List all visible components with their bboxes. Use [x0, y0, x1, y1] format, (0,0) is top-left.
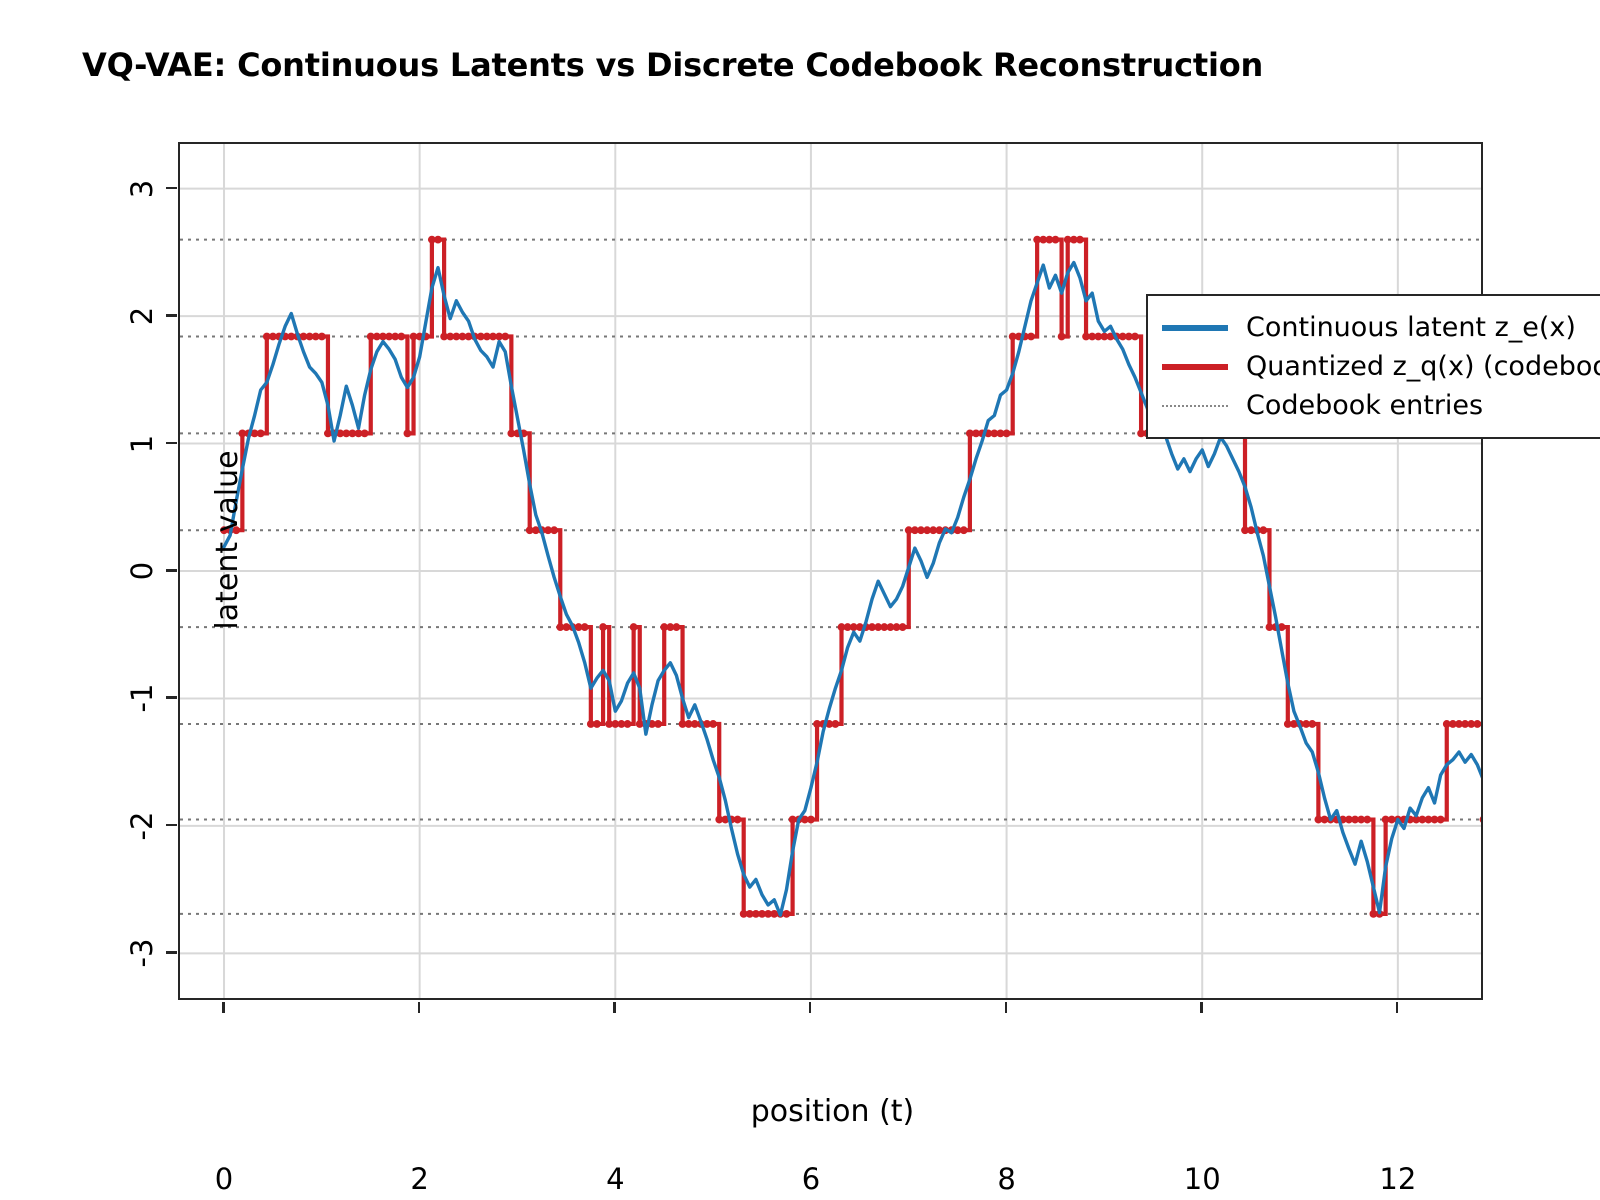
y-tick--1: -1 — [125, 684, 159, 713]
y-tickmark — [166, 696, 177, 699]
legend-item-codebook: Codebook entries — [1162, 386, 1600, 425]
legend-label-continuous: Continuous latent z_e(x) — [1246, 312, 1576, 343]
y-tickmark — [166, 441, 177, 445]
x-tick-4: 4 — [606, 1162, 625, 1196]
y-tick-2: 2 — [125, 306, 159, 326]
x-tickmark — [222, 1002, 225, 1013]
grid-lines — [180, 144, 1481, 998]
x-tick-0: 0 — [214, 1162, 234, 1196]
x-tickmark — [808, 1002, 812, 1013]
y-tick-3: 3 — [125, 179, 159, 198]
x-tick-6: 6 — [801, 1162, 821, 1196]
x-tickmark — [1200, 1002, 1203, 1013]
legend-swatch-dotted-gray-icon — [1162, 397, 1228, 415]
x-tickmark — [1395, 1002, 1399, 1013]
y-tick-0: 0 — [125, 561, 159, 581]
x-tick-12: 12 — [1379, 1162, 1417, 1196]
legend-label-quantized: Quantized z_q(x) (codebook) — [1246, 351, 1600, 382]
legend-item-continuous: Continuous latent z_e(x) — [1162, 308, 1600, 347]
y-tickmark — [166, 951, 177, 954]
x-tick-2: 2 — [410, 1162, 429, 1196]
y-tickmark — [166, 186, 177, 190]
y-tickmark — [166, 569, 177, 572]
chart-legend: Continuous latent z_e(x) Quantized z_q(x… — [1146, 294, 1600, 439]
x-axis-label: position (t) — [750, 1094, 915, 1129]
x-tickmark — [1004, 1002, 1008, 1013]
legend-label-codebook: Codebook entries — [1246, 390, 1484, 421]
plot-area: position (t) latent value 0 2 4 6 8 10 12 -3 -2… — [125, 142, 1600, 1196]
legend-item-quantized: Quantized z_q(x) (codebook) — [1162, 347, 1600, 386]
y-tick--2: -2 — [125, 811, 159, 841]
page-title: VQ-VAE: Continuous Latents vs Discrete C… — [82, 46, 1264, 84]
x-tick-8: 8 — [997, 1162, 1016, 1196]
continuous-series-line — [222, 260, 1481, 917]
x-tickmark — [417, 1002, 421, 1013]
y-tick-1: 1 — [125, 434, 159, 453]
y-tickmark — [166, 314, 177, 317]
x-tickmark — [613, 1002, 616, 1013]
x-tick-10: 10 — [1183, 1162, 1221, 1196]
chart-canvas — [180, 144, 1481, 998]
legend-swatch-solid-red-icon — [1162, 358, 1228, 376]
y-tick--3: -3 — [125, 938, 159, 968]
y-tickmark — [166, 823, 177, 827]
y-axis-label: latent value — [210, 450, 245, 630]
legend-swatch-solid-blue-icon — [1162, 319, 1228, 337]
